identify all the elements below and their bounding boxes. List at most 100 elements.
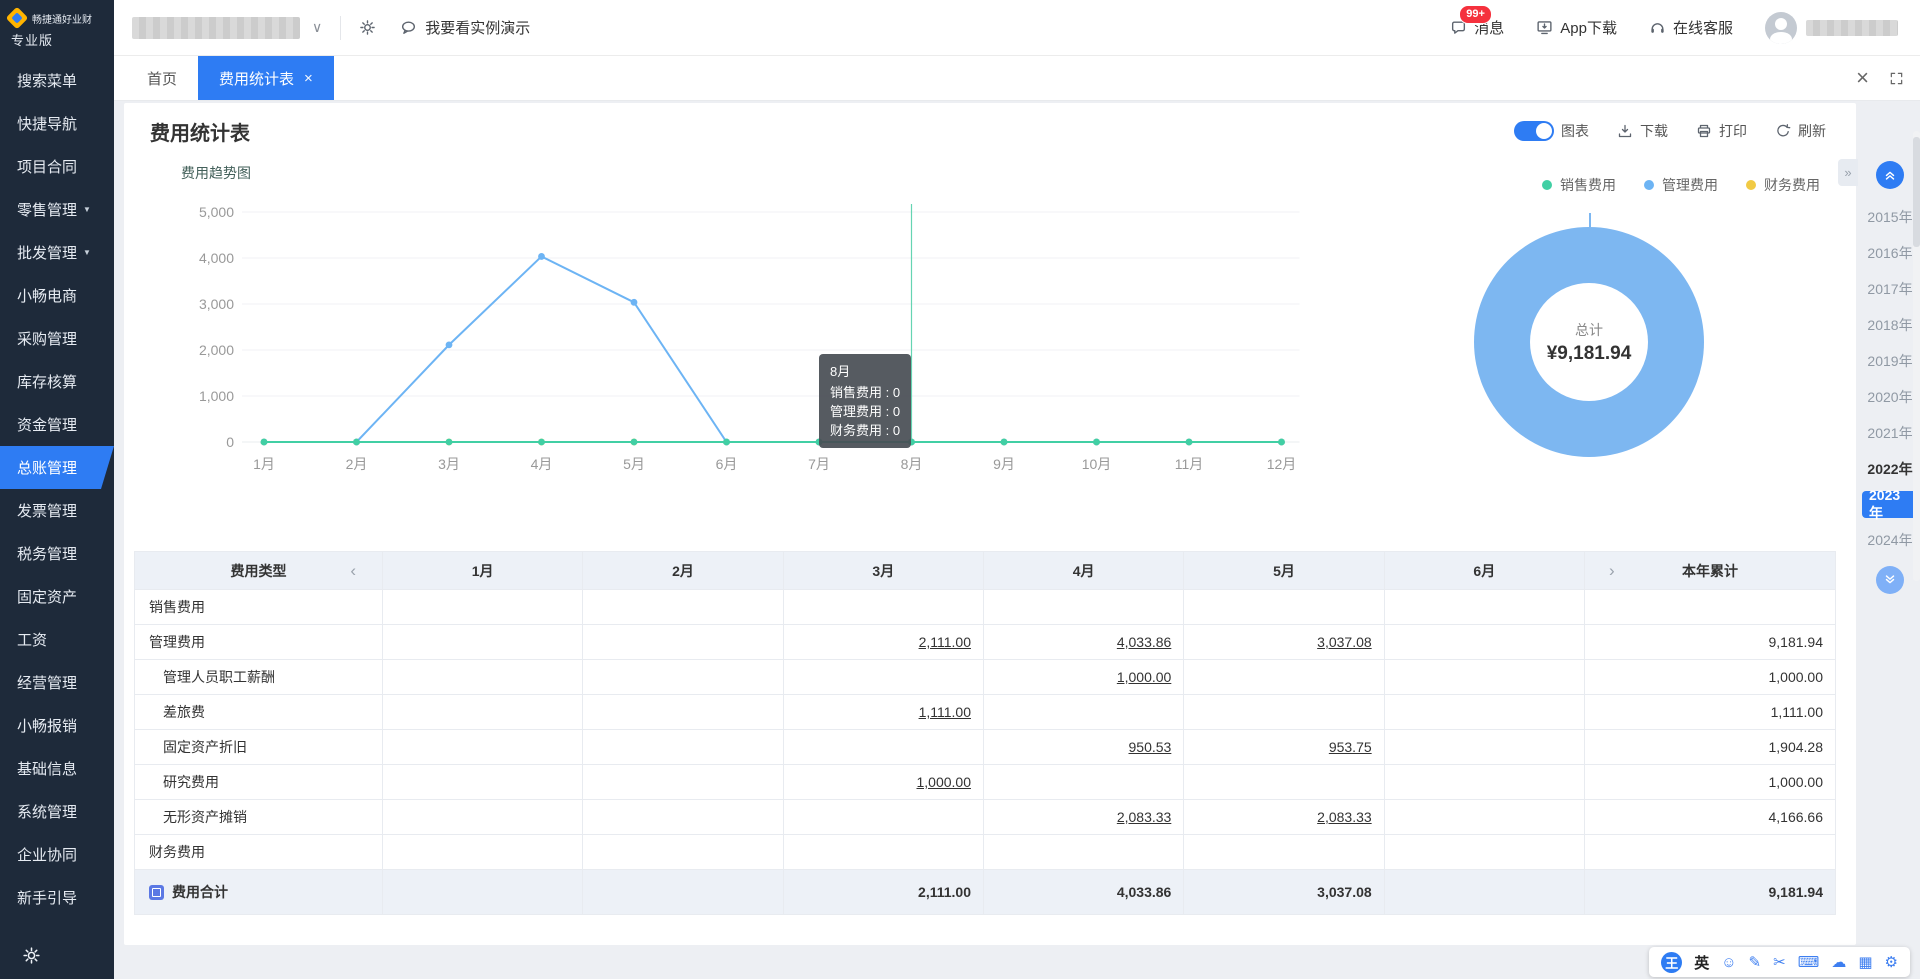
legend-item-财务费用[interactable]: 财务费用 (1746, 175, 1820, 195)
cell-value[interactable]: 2,111.00 (783, 625, 984, 660)
cell-value[interactable]: 1,000.00 (983, 660, 1185, 695)
sidebar-item-资金管理[interactable]: 资金管理 (0, 403, 114, 446)
sidebar-item-新手引导[interactable]: 新手引导 (0, 876, 114, 919)
cell-value[interactable]: 1,111.00 (783, 695, 984, 730)
sidebar-settings-gear-icon[interactable] (0, 931, 114, 979)
sidebar-item-发票管理[interactable]: 发票管理 (0, 489, 114, 532)
sidebar-item-基础信息[interactable]: 基础信息 (0, 747, 114, 790)
company-selector-dropdown[interactable]: ∨ (132, 16, 322, 39)
scrollbar[interactable] (1913, 131, 1920, 581)
fullscreen-icon[interactable] (1889, 71, 1904, 86)
legend-item-销售费用[interactable]: 销售费用 (1542, 175, 1616, 195)
chart-toggle[interactable]: 图表 (1514, 121, 1589, 141)
scroll-years-down-button[interactable] (1876, 566, 1904, 594)
sidebar-item-经营管理[interactable]: 经营管理 (0, 661, 114, 704)
tab-费用统计表[interactable]: 费用统计表 × (198, 56, 334, 100)
ime-language-indicator[interactable]: 英 (1694, 954, 1710, 972)
row-label: 研究费用 (135, 765, 383, 800)
download-button[interactable]: 下载 (1617, 121, 1668, 141)
grid-icon[interactable]: ▦ (1858, 953, 1873, 971)
cell-link: 3,037.08 (1317, 634, 1372, 650)
tab-首页[interactable]: 首页 (126, 56, 198, 100)
close-icon[interactable]: × (1856, 65, 1869, 90)
sidebar-item-工资[interactable]: 工资 (0, 618, 114, 661)
sidebar-item-label: 发票管理 (17, 503, 78, 520)
cell-total (1584, 835, 1835, 870)
year-2018年[interactable]: 2018年 (1867, 317, 1913, 333)
scroll-years-up-button[interactable] (1876, 161, 1904, 189)
print-button[interactable]: 打印 (1696, 121, 1747, 141)
cell-value[interactable]: 2,083.33 (1184, 800, 1385, 835)
sidebar-item-库存核算[interactable]: 库存核算 (0, 360, 114, 403)
cell-value[interactable]: 953.75 (1184, 730, 1385, 765)
messages-label: 消息 (1474, 20, 1505, 37)
year-2016年[interactable]: 2016年 (1867, 245, 1913, 261)
sidebar-item-批发管理[interactable]: 批发管理 ▼ (0, 231, 114, 274)
keyboard-icon[interactable]: ⌨ (1797, 953, 1820, 971)
gear-icon[interactable]: ⚙ (1884, 953, 1898, 971)
sidebar-item-小畅电商[interactable]: 小畅电商 (0, 274, 114, 317)
year-2020年[interactable]: 2020年 (1867, 389, 1913, 405)
sidebar-item-label: 企业协同 (17, 847, 78, 864)
column-header-label: 1月 (471, 562, 494, 579)
refresh-button[interactable]: 刷新 (1775, 121, 1826, 141)
sidebar-item-企业协同[interactable]: 企业协同 (0, 833, 114, 876)
cell-link: 950.53 (1128, 739, 1172, 755)
table-row: 管理费用 2,111.00 4,033.86 3,037.08 9,181.94 (135, 625, 1835, 660)
year-2019年[interactable]: 2019年 (1867, 353, 1913, 369)
settings-gear-icon[interactable] (359, 19, 376, 36)
sidebar-item-税务管理[interactable]: 税务管理 (0, 532, 114, 575)
year-2021年[interactable]: 2021年 (1867, 425, 1913, 441)
cloud-icon[interactable]: ☁ (1831, 953, 1847, 971)
year-2023年[interactable]: 2023年 (1862, 487, 1918, 521)
sidebar-item-零售管理[interactable]: 零售管理 ▼ (0, 188, 114, 231)
sidebar-item-系统管理[interactable]: 系统管理 (0, 790, 114, 833)
column-header-label: 3月 (872, 562, 895, 579)
year-2022年[interactable]: 2022年 (1867, 461, 1913, 477)
sidebar-item-固定资产[interactable]: 固定资产 (0, 575, 114, 618)
cell-value[interactable]: 2,083.33 (983, 800, 1185, 835)
sidebar-item-总账管理[interactable]: 总账管理 (0, 446, 114, 489)
smiley-icon[interactable]: ☺ (1721, 953, 1737, 971)
cell-value[interactable]: 3,037.08 (1184, 625, 1385, 660)
column-header-费用类型: 费用类型 ‹ (135, 552, 383, 590)
demo-link[interactable]: 我要看实例演示 (400, 17, 530, 38)
sidebar-item-小畅报销[interactable]: 小畅报销 (0, 704, 114, 747)
collapse-panel-icon[interactable]: » (1838, 159, 1858, 186)
pen-icon[interactable]: ✎ (1748, 953, 1762, 971)
ime-logo[interactable]: 王 (1661, 951, 1683, 973)
cell-value (983, 590, 1185, 625)
scroll-left-icon[interactable]: ‹ (350, 560, 356, 580)
year-2024年[interactable]: 2024年 (1867, 532, 1913, 548)
sidebar-item-采购管理[interactable]: 采购管理 (0, 317, 114, 360)
cell-link: 1,000.00 (1116, 669, 1172, 685)
sidebar-item-label: 批发管理 (17, 245, 78, 262)
year-2015年[interactable]: 2015年 (1867, 209, 1913, 225)
message-bubble-icon (1452, 21, 1466, 34)
caret-down-icon: ▼ (83, 248, 91, 257)
user-account[interactable] (1765, 11, 1898, 44)
chart-toggle-switch[interactable] (1514, 121, 1554, 141)
tab-close-icon[interactable]: × (304, 69, 313, 87)
scroll-right-icon[interactable]: › (1608, 560, 1615, 580)
chart-zone: 费用趋势图 销售费用 管理费用 财务费用 0 1,000 2,000 3,000 4,000… (124, 159, 1856, 559)
scissors-icon[interactable]: ✂ (1773, 953, 1786, 971)
expense-table: 费用类型 ‹ 1月 2月 3月 4月 5月 6月 本年累计 › 销售费用 管理费用 2,111.00 4… (134, 551, 1836, 915)
sidebar-item-快捷导航[interactable]: 快捷导航 (0, 102, 114, 145)
app-download-label: App下载 (1560, 20, 1617, 37)
cell-value[interactable]: 950.53 (983, 730, 1185, 765)
year-list: 2015年 2016年 2017年 2018年 2019年 2020年 2021年 2022年… (1862, 199, 1918, 558)
legend-item-管理费用[interactable]: 管理费用 (1644, 175, 1718, 195)
cell-value[interactable]: 1,000.00 (783, 765, 984, 800)
sidebar-item-项目合同[interactable]: 项目合同 (0, 145, 114, 188)
footer-value (583, 870, 784, 914)
online-support-button[interactable]: 在线客服 (1649, 17, 1733, 38)
app-download-button[interactable]: App下载 (1536, 17, 1617, 38)
cell-value (783, 800, 984, 835)
cell-value[interactable]: 4,033.86 (983, 625, 1185, 660)
sidebar-item-label: 工资 (17, 632, 48, 649)
sidebar-item-搜索菜单[interactable]: 搜索菜单 (0, 59, 114, 102)
messages-button[interactable]: 消息 99+ (1450, 5, 1505, 38)
cell-value (583, 590, 784, 625)
year-2017年[interactable]: 2017年 (1867, 281, 1913, 297)
